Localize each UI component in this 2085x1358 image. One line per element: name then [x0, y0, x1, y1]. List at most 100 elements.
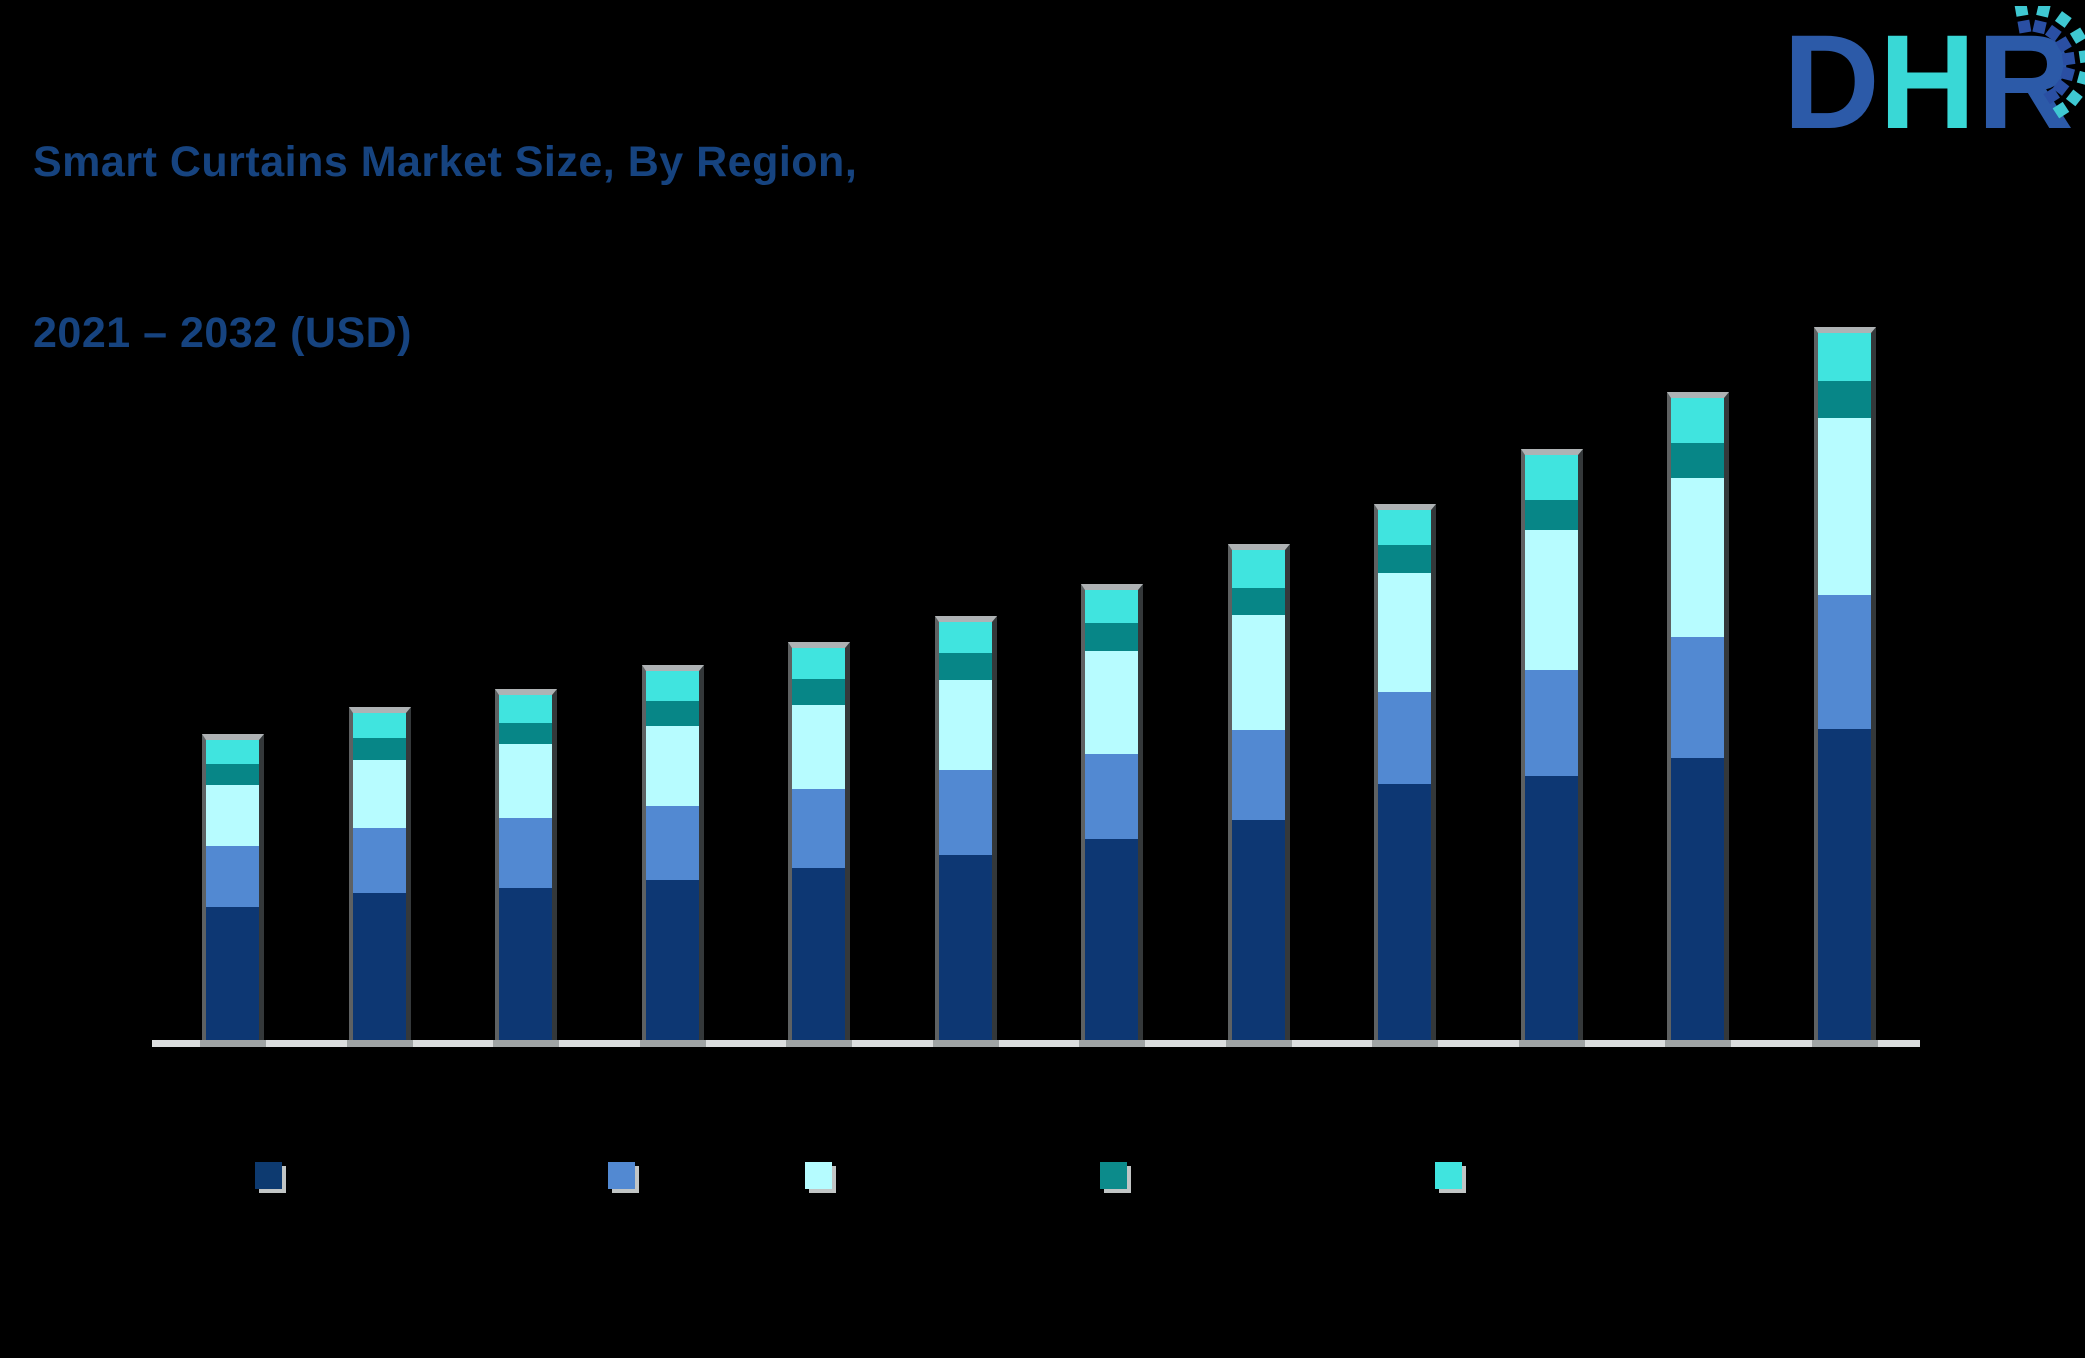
baseline-shadow-2032	[1812, 1040, 1878, 1047]
segment-series-1-navy-2029	[1378, 784, 1431, 1040]
segment-series-3-pale-cyan-2021	[206, 785, 259, 846]
chart-title: Smart Curtains Market Size, By Region, 2…	[33, 20, 857, 419]
segment-series-4-teal-2022	[353, 738, 406, 760]
dhr-logo-svg: D H R	[1783, 6, 2085, 157]
segment-series-1-navy-2031	[1671, 758, 1724, 1040]
segment-series-3-pale-cyan-2030	[1525, 530, 1578, 670]
segment-series-2-blue-2022	[353, 828, 406, 893]
x-axis-line	[152, 1040, 1920, 1047]
logo-dot	[2055, 36, 2072, 53]
bar-2028	[1228, 544, 1290, 1040]
segment-series-2-blue-2028	[1232, 730, 1285, 820]
segment-series-5-turquoise-2031	[1671, 398, 1724, 443]
baseline-shadow-2027	[1079, 1040, 1145, 1047]
segment-series-1-navy-2025	[792, 868, 845, 1040]
segment-series-3-pale-cyan-2022	[353, 760, 406, 828]
segment-series-3-pale-cyan-2031	[1671, 478, 1724, 637]
bar-2029	[1374, 504, 1436, 1040]
baseline-shadow-2025	[786, 1040, 852, 1047]
segment-series-2-blue-2024	[646, 806, 699, 880]
segment-series-4-teal-2030	[1525, 500, 1578, 530]
segment-series-4-teal-2032	[1818, 381, 1871, 418]
bar-2021	[202, 734, 264, 1040]
segment-series-3-pale-cyan-2023	[499, 744, 552, 818]
segment-series-2-blue-2030	[1525, 670, 1578, 776]
logo-dots-arc	[2014, 6, 2085, 119]
chart-title-line1: Smart Curtains Market Size, By Region,	[33, 138, 858, 186]
segment-series-5-turquoise-2032	[1818, 333, 1871, 381]
bar-2026	[935, 616, 997, 1040]
segment-series-4-teal-2026	[939, 653, 992, 680]
segment-series-2-blue-2025	[792, 789, 845, 868]
bar-2025	[788, 642, 850, 1040]
segment-series-4-teal-2023	[499, 723, 552, 744]
baseline-shadow-2031	[1665, 1040, 1731, 1047]
segment-series-4-teal-2025	[792, 679, 845, 705]
logo-dot	[2076, 70, 2085, 86]
segment-series-3-pale-cyan-2026	[939, 680, 992, 770]
logo-dot	[2036, 6, 2051, 18]
segment-series-5-turquoise-2024	[646, 671, 699, 701]
segment-series-4-teal-2029	[1378, 545, 1431, 573]
segment-series-2-blue-2032	[1818, 595, 1871, 729]
logo-dot	[2052, 101, 2070, 119]
segment-series-4-teal-2028	[1232, 588, 1285, 615]
segment-series-1-navy-2026	[939, 855, 992, 1040]
segment-series-1-navy-2027	[1085, 839, 1138, 1040]
segment-series-2-blue-2026	[939, 770, 992, 855]
segment-series-5-turquoise-2029	[1378, 510, 1431, 545]
segment-series-4-teal-2021	[206, 764, 259, 785]
baseline-shadow-2024	[640, 1040, 706, 1047]
segment-series-1-navy-2021	[206, 907, 259, 1040]
bar-2032	[1814, 327, 1876, 1040]
segment-series-5-turquoise-2021	[206, 740, 259, 764]
baseline-shadow-2029	[1372, 1040, 1438, 1047]
segment-series-5-turquoise-2025	[792, 648, 845, 679]
baseline-shadow-2023	[493, 1040, 559, 1047]
logo-dot	[2061, 51, 2076, 66]
baseline-shadow-2026	[933, 1040, 999, 1047]
logo-dot	[2054, 11, 2072, 28]
chart-title-line2: 2021 – 2032 (USD)	[33, 309, 412, 357]
bar-2022	[349, 707, 411, 1040]
logo-letter-d: D	[1783, 8, 1880, 157]
logo-dot	[2069, 27, 2085, 44]
logo-dot	[2017, 19, 2032, 34]
segment-series-2-blue-2031	[1671, 637, 1724, 758]
segment-series-5-turquoise-2023	[499, 695, 552, 723]
segment-series-1-navy-2023	[499, 888, 552, 1040]
segment-series-4-teal-2031	[1671, 443, 1724, 478]
segment-series-3-pale-cyan-2025	[792, 705, 845, 789]
segment-series-3-pale-cyan-2028	[1232, 615, 1285, 730]
dhr-logo: D H R	[1783, 6, 2085, 166]
logo-dot	[2078, 49, 2085, 64]
segment-series-3-pale-cyan-2027	[1085, 651, 1138, 754]
baseline-shadow-2030	[1519, 1040, 1585, 1047]
segment-series-4-teal-2024	[646, 701, 699, 726]
segment-series-3-pale-cyan-2029	[1378, 573, 1431, 692]
logo-dot	[2065, 89, 2083, 107]
bar-2030	[1521, 449, 1583, 1040]
segment-series-5-turquoise-2027	[1085, 590, 1138, 623]
segment-series-4-teal-2027	[1085, 623, 1138, 651]
bar-2023	[495, 689, 557, 1040]
bar-2024	[642, 665, 704, 1040]
segment-series-5-turquoise-2030	[1525, 455, 1578, 500]
segment-series-2-blue-2029	[1378, 692, 1431, 784]
logo-dot	[2043, 87, 2060, 105]
logo-letter-h: H	[1879, 8, 1976, 157]
segment-series-1-navy-2030	[1525, 776, 1578, 1040]
bar-2027	[1081, 584, 1143, 1040]
segment-series-2-blue-2021	[206, 846, 259, 907]
logo-dot	[2014, 6, 2029, 17]
baseline-shadow-2028	[1226, 1040, 1292, 1047]
segment-series-1-navy-2028	[1232, 820, 1285, 1040]
bar-2031	[1667, 392, 1729, 1040]
segment-series-1-navy-2022	[353, 893, 406, 1040]
segment-series-1-navy-2032	[1818, 729, 1871, 1040]
segment-series-1-navy-2024	[646, 880, 699, 1040]
segment-series-5-turquoise-2028	[1232, 550, 1285, 588]
segment-series-2-blue-2027	[1085, 754, 1138, 839]
